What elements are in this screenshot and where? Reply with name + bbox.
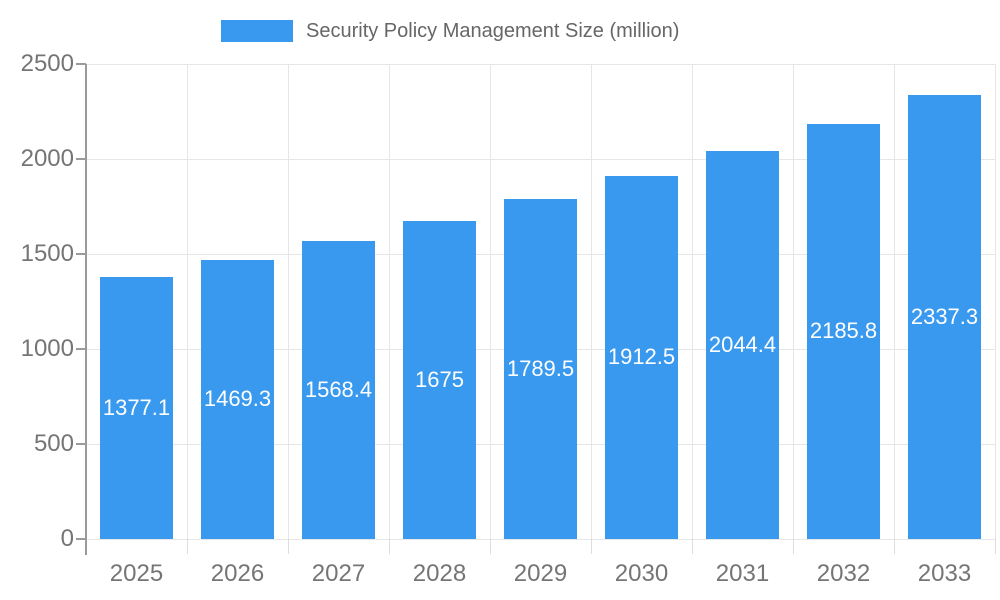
bar-value-label: 1469.3 (203, 386, 272, 412)
h-gridline (86, 538, 995, 540)
y-tick-label: 2000 (20, 145, 74, 172)
legend-swatch-icon (221, 20, 293, 42)
bar-value-label: 1912.5 (607, 344, 676, 370)
h-gridline (86, 158, 995, 160)
y-tick-label: 2500 (20, 50, 74, 77)
bar-value-label: 2185.8 (809, 318, 878, 344)
y-tick-label: 0 (60, 525, 74, 552)
bar-value-label: 1675 (415, 366, 464, 392)
v-gridline (489, 64, 491, 539)
x-axis-tick (792, 539, 794, 554)
y-axis-tick (76, 348, 86, 350)
bar-value-label: 2337.3 (910, 303, 979, 329)
x-tick-label: 2032 (816, 560, 871, 587)
bar[interactable]: 2044.4 (706, 150, 779, 539)
x-axis-tick (186, 539, 188, 554)
bar-value-label: 1568.4 (304, 376, 373, 402)
x-axis-tick (691, 539, 693, 554)
y-axis-line (85, 64, 87, 555)
bar-value-label: 2044.4 (708, 331, 777, 357)
bar[interactable]: 2185.8 (807, 123, 880, 539)
y-axis-tick (76, 158, 86, 160)
x-axis-tick (994, 539, 996, 554)
x-axis-tick (590, 539, 592, 554)
y-tick-label: 500 (33, 430, 74, 457)
x-tick-label: 2026 (210, 560, 265, 587)
y-tick-label: 1000 (20, 335, 74, 362)
y-tick-label: 1500 (20, 240, 74, 267)
x-axis-tick (489, 539, 491, 554)
x-tick-label: 2031 (715, 560, 770, 587)
bar[interactable]: 1568.4 (302, 241, 375, 539)
x-tick-label: 2029 (513, 560, 568, 587)
v-gridline (287, 64, 289, 539)
x-tick-label: 2030 (614, 560, 669, 587)
bar[interactable]: 2337.3 (908, 94, 981, 539)
x-axis-tick (287, 539, 289, 554)
bar[interactable]: 1377.1 (100, 277, 173, 539)
y-axis-tick (76, 63, 86, 65)
v-gridline (792, 64, 794, 539)
bar[interactable]: 1789.5 (504, 198, 577, 539)
x-axis-tick (893, 539, 895, 554)
x-tick-label: 2027 (311, 560, 366, 587)
bar[interactable]: 1469.3 (201, 259, 274, 539)
y-axis-tick (76, 538, 86, 540)
v-gridline (893, 64, 895, 539)
v-gridline (590, 64, 592, 539)
h-gridline (86, 63, 995, 65)
v-gridline (388, 64, 390, 539)
bar-value-label: 1377.1 (102, 395, 171, 421)
bar[interactable]: 1675 (403, 220, 476, 539)
y-axis-tick (76, 253, 86, 255)
bar[interactable]: 1912.5 (605, 175, 678, 539)
legend-label: Security Policy Management Size (million… (306, 20, 680, 42)
x-tick-label: 2033 (917, 560, 972, 587)
x-axis-tick (388, 539, 390, 554)
x-tick-label: 2028 (412, 560, 467, 587)
legend[interactable]: Security Policy Management Size (million… (221, 20, 679, 42)
y-axis-tick (76, 443, 86, 445)
bar-value-label: 1789.5 (506, 355, 575, 381)
v-gridline (186, 64, 188, 539)
v-gridline (691, 64, 693, 539)
v-gridline (994, 64, 996, 539)
x-tick-label: 2025 (109, 560, 164, 587)
